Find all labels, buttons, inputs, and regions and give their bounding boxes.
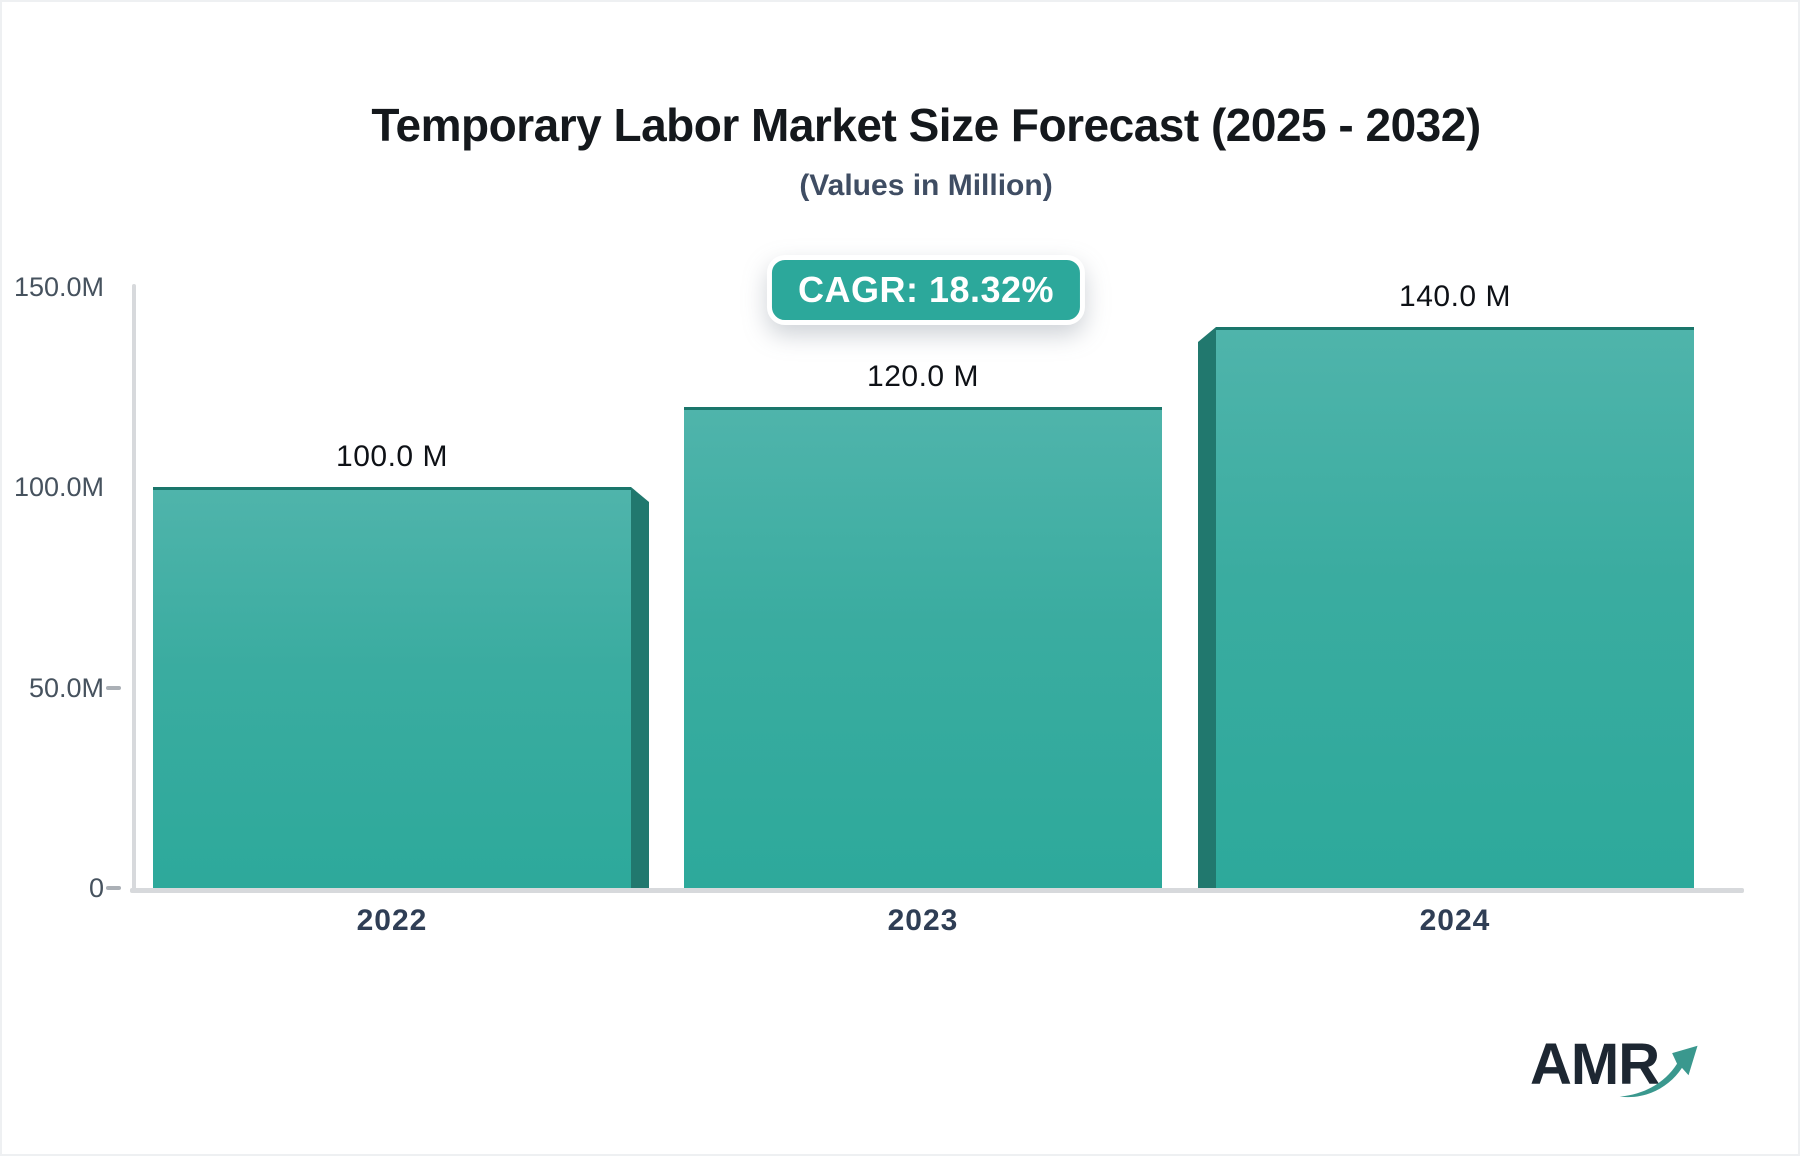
bar-value-label: 100.0 M bbox=[336, 440, 448, 473]
x-axis-line bbox=[130, 888, 1744, 893]
bar-value-label: 120.0 M bbox=[867, 360, 979, 393]
growth-arrow-icon bbox=[1619, 1045, 1698, 1098]
y-tick-dash bbox=[106, 886, 121, 890]
x-axis-label-2022: 2022 bbox=[356, 904, 428, 937]
bar-2024 bbox=[1216, 327, 1694, 888]
bar-2022 bbox=[153, 487, 631, 888]
y-axis-line bbox=[132, 284, 136, 890]
bar-2024-3d-side bbox=[1198, 327, 1216, 888]
cagr-badge-label: CAGR: 18.32% bbox=[797, 269, 1055, 310]
amr-logo-text: AMR bbox=[1530, 1032, 1660, 1097]
x-axis-label-2024: 2024 bbox=[1419, 904, 1491, 937]
y-tick-label: 100.0M bbox=[13, 472, 104, 503]
y-tick-dash bbox=[106, 685, 121, 690]
x-axis-label-2023: 2023 bbox=[887, 904, 959, 937]
bar-2022-3d-side bbox=[631, 487, 649, 888]
y-tick-label: 50.0M bbox=[28, 672, 104, 703]
chart-subtitle: (Values in Million) bbox=[799, 169, 1053, 202]
bar-value-label: 140.0 M bbox=[1399, 280, 1511, 313]
amr-logo: AMR bbox=[1530, 1034, 1730, 1114]
chart-title: Temporary Labor Market Size Forecast (20… bbox=[371, 99, 1481, 151]
bar-2023 bbox=[684, 407, 1162, 888]
y-tick-label: 150.0M bbox=[13, 272, 104, 302]
cagr-badge: CAGR: 18.32% bbox=[766, 255, 1086, 325]
y-tick-label: 0 bbox=[88, 873, 104, 903]
